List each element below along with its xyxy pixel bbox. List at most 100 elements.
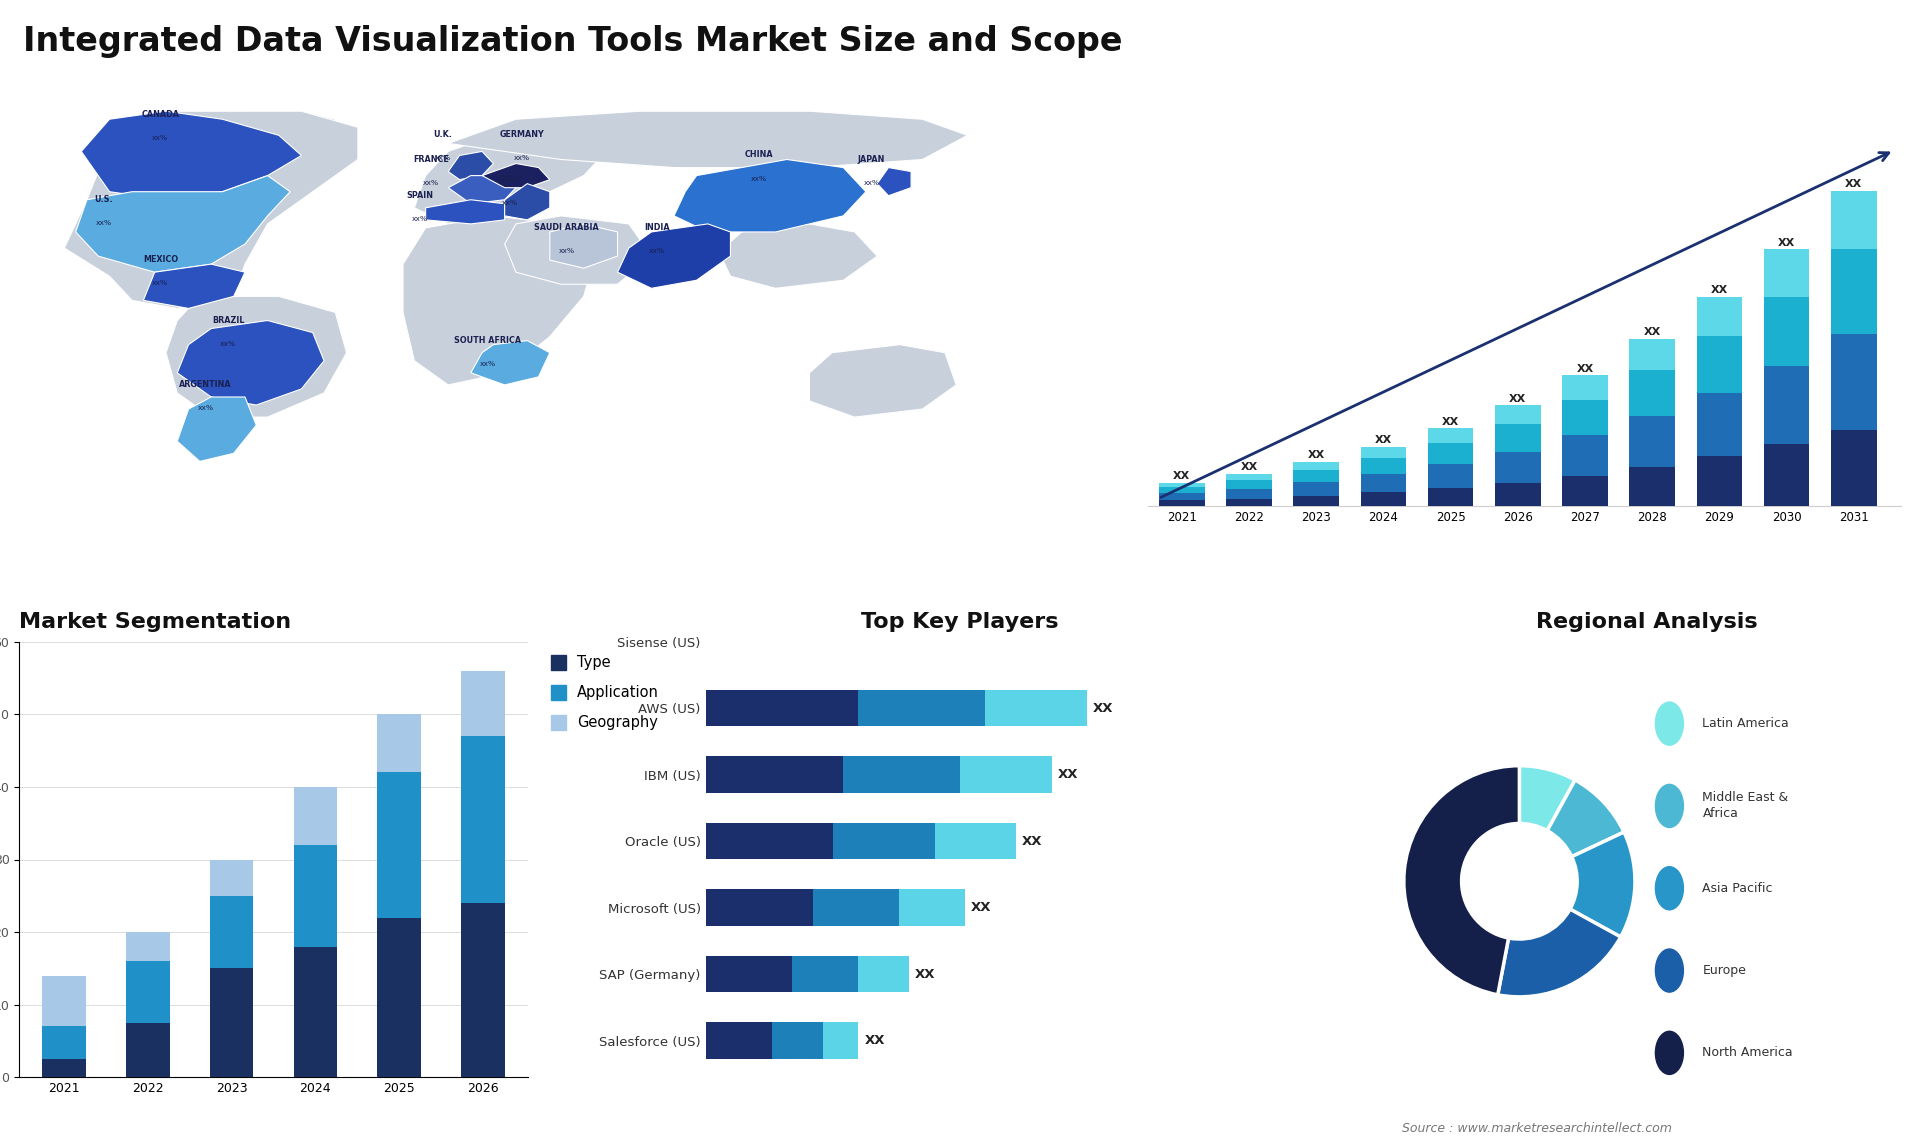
Bar [461, 670, 505, 736]
Text: MEXICO: MEXICO [142, 256, 179, 264]
Polygon shape [81, 111, 301, 199]
Text: GERMANY: GERMANY [499, 131, 543, 140]
Text: SAUDI ARABIA: SAUDI ARABIA [534, 223, 599, 231]
Text: xx%: xx% [152, 281, 169, 286]
Text: XX: XX [1240, 462, 1258, 472]
Polygon shape [65, 111, 357, 308]
Bar [1697, 297, 1741, 336]
Bar [1227, 480, 1271, 488]
Text: XX: XX [1509, 393, 1526, 403]
Bar [1764, 366, 1809, 444]
Text: XX: XX [916, 967, 935, 981]
Bar [1361, 447, 1405, 457]
Bar [707, 756, 843, 793]
Text: XX: XX [1845, 180, 1862, 189]
Bar [1227, 499, 1271, 505]
Bar [127, 1022, 169, 1077]
Polygon shape [447, 111, 968, 167]
Text: xx%: xx% [503, 199, 518, 206]
Title: Regional Analysis: Regional Analysis [1536, 612, 1757, 631]
Bar [209, 860, 253, 896]
Text: XX: XX [1173, 471, 1190, 481]
Text: Source : www.marketresearchintellect.com: Source : www.marketresearchintellect.com [1402, 1122, 1672, 1136]
Polygon shape [403, 215, 595, 385]
Bar [1496, 406, 1540, 424]
Bar [707, 889, 812, 926]
Polygon shape [211, 111, 336, 143]
Bar [378, 714, 420, 772]
Title: Top Key Players: Top Key Players [862, 612, 1058, 631]
Polygon shape [470, 340, 549, 385]
Polygon shape [415, 135, 607, 223]
Bar [1294, 496, 1338, 505]
Bar [461, 736, 505, 903]
Polygon shape [877, 167, 912, 196]
Text: xx%: xx% [513, 156, 530, 162]
Text: xx%: xx% [649, 248, 664, 254]
Polygon shape [674, 159, 866, 231]
Bar [1630, 339, 1674, 370]
Bar [858, 690, 985, 727]
Bar [1630, 466, 1674, 505]
Text: XX: XX [1778, 237, 1795, 248]
Text: JAPAN: JAPAN [858, 155, 885, 164]
Text: XX: XX [1058, 768, 1079, 782]
Bar [127, 961, 169, 1022]
Polygon shape [177, 397, 255, 462]
Text: xx%: xx% [434, 156, 451, 162]
Bar [42, 975, 86, 1027]
Bar [843, 756, 960, 793]
Bar [294, 947, 338, 1077]
Bar [1563, 476, 1607, 505]
Bar [1227, 473, 1271, 480]
Legend: Type, Application, Geography: Type, Application, Geography [545, 649, 664, 736]
Bar [935, 823, 1016, 860]
Text: BRAZIL: BRAZIL [211, 315, 244, 324]
Bar [1428, 429, 1473, 442]
Bar [209, 968, 253, 1077]
Bar [707, 956, 793, 992]
Text: XX: XX [1442, 416, 1459, 426]
Text: XX: XX [864, 1034, 885, 1047]
Polygon shape [447, 175, 516, 204]
Bar [42, 1027, 86, 1059]
Bar [833, 823, 935, 860]
Text: CANADA: CANADA [142, 110, 179, 119]
Text: xx%: xx% [221, 340, 236, 346]
Text: xx%: xx% [152, 135, 169, 141]
Bar [42, 1059, 86, 1077]
Text: U.K.: U.K. [434, 131, 451, 140]
Text: XX: XX [972, 901, 993, 915]
Bar [707, 823, 833, 860]
Polygon shape [720, 223, 877, 289]
Text: SPAIN: SPAIN [407, 190, 434, 199]
Text: Market Segmentation: Market Segmentation [19, 612, 292, 631]
Polygon shape [447, 151, 493, 180]
Bar [793, 956, 858, 992]
Bar [1832, 250, 1876, 335]
Text: Integrated Data Visualization Tools Market Size and Scope: Integrated Data Visualization Tools Mark… [23, 25, 1123, 58]
Bar [127, 932, 169, 961]
Bar [707, 1022, 772, 1059]
Bar [1764, 444, 1809, 505]
Bar [1697, 456, 1741, 505]
Polygon shape [549, 223, 618, 268]
Bar [1428, 464, 1473, 488]
Bar [1294, 482, 1338, 496]
Bar [1496, 452, 1540, 482]
Text: CHINA: CHINA [745, 150, 774, 159]
Polygon shape [618, 223, 730, 289]
Bar [1832, 430, 1876, 505]
Bar [1428, 442, 1473, 464]
Text: xx%: xx% [864, 180, 879, 186]
Bar [960, 756, 1052, 793]
Text: xx%: xx% [751, 175, 766, 181]
Bar [1160, 482, 1204, 487]
Bar [1361, 457, 1405, 473]
Polygon shape [505, 215, 651, 284]
Text: U.S.: U.S. [94, 195, 113, 204]
Text: XX: XX [1711, 285, 1728, 296]
Polygon shape [165, 297, 348, 417]
Text: INDIA: INDIA [645, 223, 670, 231]
Bar [822, 1022, 858, 1059]
